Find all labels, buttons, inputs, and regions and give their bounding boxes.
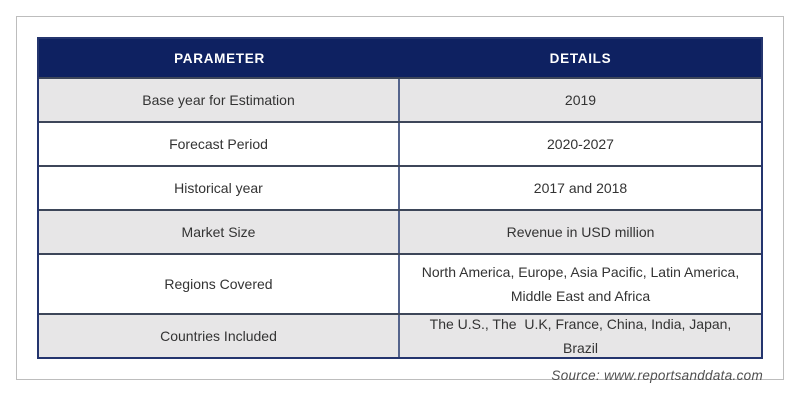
details-cell: 2019 bbox=[564, 92, 597, 108]
details-cell: 2017 and 2018 bbox=[533, 180, 628, 196]
header-parameter: PARAMETER bbox=[174, 50, 265, 66]
parameter-cell: Base year for Estimation bbox=[39, 79, 400, 121]
details-cell: 2020-2027 bbox=[547, 136, 614, 152]
parameter-cell: Regions Covered bbox=[39, 255, 400, 313]
details-cell: The U.S., The U.K, France, China, India,… bbox=[429, 316, 736, 356]
source-attribution: Source: www.reportsanddata.com bbox=[551, 368, 763, 383]
table-header-row: PARAMETER DETAILS bbox=[39, 39, 761, 77]
table-row-countries-included: Countries Included The U.S., The U.K, Fr… bbox=[39, 313, 761, 357]
header-details: DETAILS bbox=[549, 50, 612, 66]
table-row-market-size: Market Size Revenue in USD million bbox=[39, 209, 761, 253]
parameter-cell: Countries Included bbox=[39, 315, 400, 357]
table-row-regions-covered: Regions Covered North America, Europe, A… bbox=[39, 253, 761, 313]
table-row-forecast-period: Forecast Period 2020-2027 bbox=[39, 121, 761, 165]
parameter-cell: Forecast Period bbox=[39, 123, 400, 165]
table-row-base-year: Base year for Estimation 2019 bbox=[39, 77, 761, 121]
page-frame: PARAMETER DETAILS Base year for Estimati… bbox=[16, 16, 784, 383]
parameter-cell: Market Size bbox=[39, 211, 400, 253]
parameter-cell: Historical year bbox=[39, 167, 400, 209]
details-cell: North America, Europe, Asia Pacific, Lat… bbox=[421, 264, 744, 304]
table-row-historical-year: Historical year 2017 and 2018 bbox=[39, 165, 761, 209]
report-scope-table: PARAMETER DETAILS Base year for Estimati… bbox=[37, 37, 763, 359]
details-cell: Revenue in USD million bbox=[506, 224, 655, 240]
